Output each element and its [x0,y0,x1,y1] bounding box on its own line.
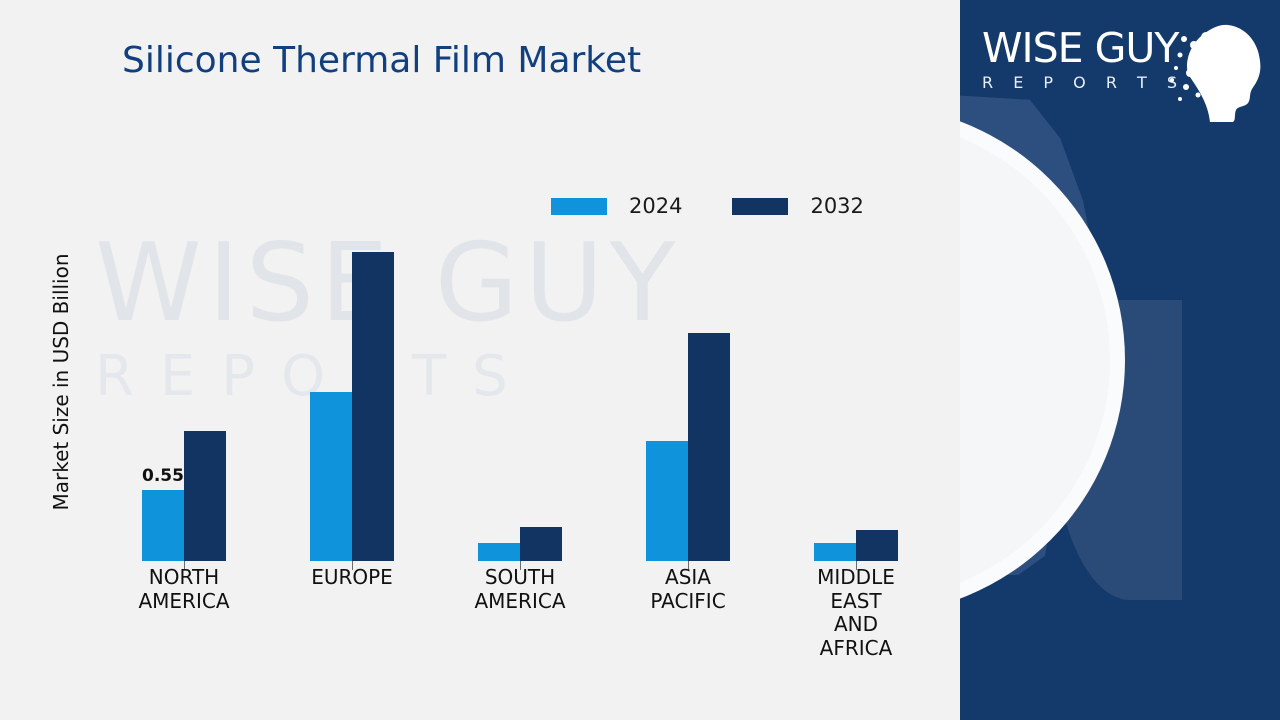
molecule-dots-pattern [960,150,1090,580]
brand-panel: WISE GUY R E P O R T S [960,0,1280,720]
legend-item-2024[interactable]: 2024 [551,194,682,218]
bar-chart: Market Size in USD Billion 2024 2032 0.5… [49,194,940,660]
bar-group [772,200,940,570]
category-axis-labels: NORTH AMERICA EUROPE SOUTH AMERICA ASIA PACIFI… [100,565,940,660]
bar-2024[interactable] [814,542,856,561]
bar-2024[interactable] [646,441,688,561]
page-title: Silicone Thermal Film Market [122,40,642,81]
bar-group: 0.55 [100,200,268,570]
chart-legend: 2024 2032 [551,194,914,218]
bar-2024[interactable] [478,542,520,561]
bar-2032[interactable] [352,251,394,561]
wiseguy-logo[interactable]: WISE GUY R E P O R T S [982,24,1262,123]
bar-2032[interactable] [856,530,898,561]
logo-secondary-text: R E P O R T S [982,73,1185,92]
bar-2032[interactable] [184,430,226,561]
category-label: MIDDLE EAST AND AFRICA [817,565,895,660]
category-label: SOUTH AMERICA [474,565,566,613]
legend-label-2024: 2024 [629,194,683,218]
legend-label-2032: 2032 [810,194,864,218]
legend-swatch-2032 [732,197,789,215]
bar-value-label: 0.55 [142,466,184,487]
category-label: EUROPE [311,565,393,589]
axis-tick [520,561,521,570]
logo-primary-text: WISE GUY [982,24,1179,72]
legend-item-2032[interactable]: 2032 [732,194,864,218]
legend-swatch-2024 [551,197,607,215]
bar-group [268,200,436,570]
head-profile-icon [1170,24,1261,123]
bar-2032[interactable] [520,527,562,561]
axis-tick [856,561,857,570]
axis-tick [688,561,689,570]
bar-group [436,200,604,570]
bar-groups: 0.55 [100,200,940,570]
bar-2024[interactable] [310,392,352,561]
category-label: NORTH AMERICA [138,565,230,613]
axis-tick [352,561,353,570]
bar-2024[interactable]: 0.55 [142,466,184,561]
axis-tick [184,561,185,570]
bar-2032[interactable] [688,332,730,561]
bar-group [604,200,772,570]
category-label: ASIA PACIFIC [650,565,726,613]
y-axis-label: Market Size in USD Billion [49,253,73,511]
